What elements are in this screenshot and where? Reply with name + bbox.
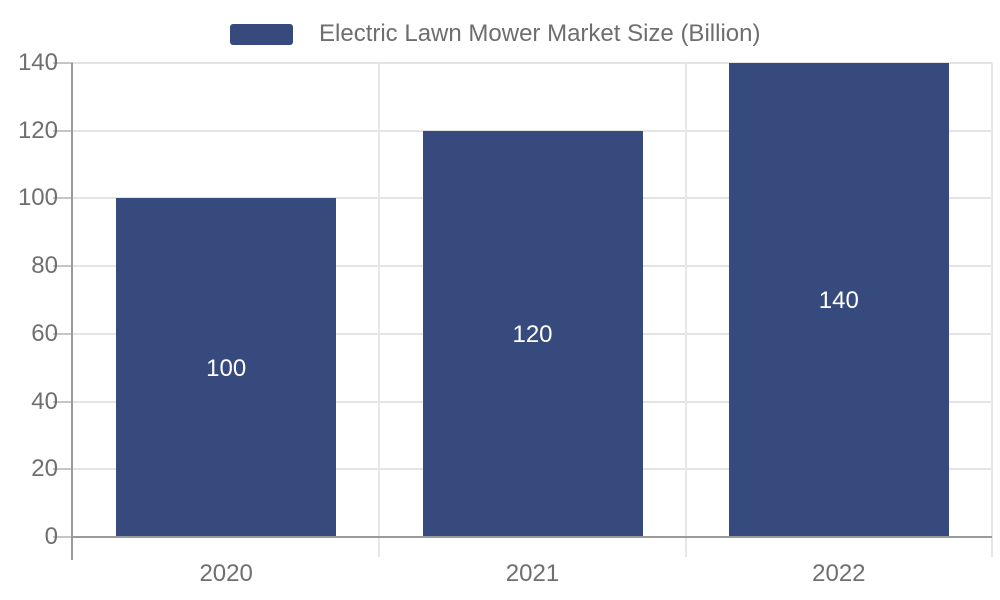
y-tick-label-100: 100 [17, 184, 58, 212]
y-axis-tick-40 [53, 400, 73, 403]
y-tick-label-80: 80 [31, 252, 58, 280]
plot-area: 100 120 140 [53, 62, 993, 560]
y-gridline-120 [73, 129, 992, 132]
category-separator-2 [684, 63, 687, 557]
x-tick-label-2022: 2022 [812, 560, 866, 587]
category-separator-1 [378, 63, 381, 557]
y-tick-label-0: 0 [44, 523, 58, 550]
y-axis-tick-0 [53, 536, 73, 538]
bar-value-label-2022: 140 [818, 287, 859, 314]
y-tick-label-60: 60 [31, 319, 58, 347]
y-tick-label-40: 40 [31, 387, 58, 415]
x-tick-label-2020: 2020 [199, 560, 253, 587]
bar-2021[interactable]: 120 [422, 130, 643, 537]
y-tick-label-20: 20 [31, 455, 58, 483]
bar-value-label-2020: 100 [206, 354, 247, 382]
y-axis-tick-120 [53, 129, 73, 132]
bar-2020[interactable]: 100 [116, 198, 337, 537]
legend-swatch [230, 23, 293, 45]
y-axis-tick-20 [53, 468, 73, 471]
x-tick-label-2021: 2021 [505, 560, 560, 587]
bar-value-label-2021: 120 [512, 320, 553, 348]
x-axis-line [73, 536, 992, 538]
y-tick-label-120: 120 [17, 116, 58, 144]
y-axis-line [71, 63, 73, 560]
y-axis-tick-100 [53, 197, 73, 200]
plot-right-border [991, 63, 993, 557]
y-axis-tick-80 [53, 265, 73, 268]
y-gridline-140 [73, 62, 992, 64]
y-axis-tick-60 [53, 332, 73, 335]
legend-label: Electric Lawn Mower Market Size (Billion… [319, 20, 761, 47]
y-axis-tick-140 [53, 62, 73, 64]
bar-2022[interactable]: 140 [728, 63, 949, 537]
y-tick-label-140: 140 [17, 49, 58, 76]
legend[interactable]: Electric Lawn Mower Market Size (Billion… [230, 21, 760, 47]
